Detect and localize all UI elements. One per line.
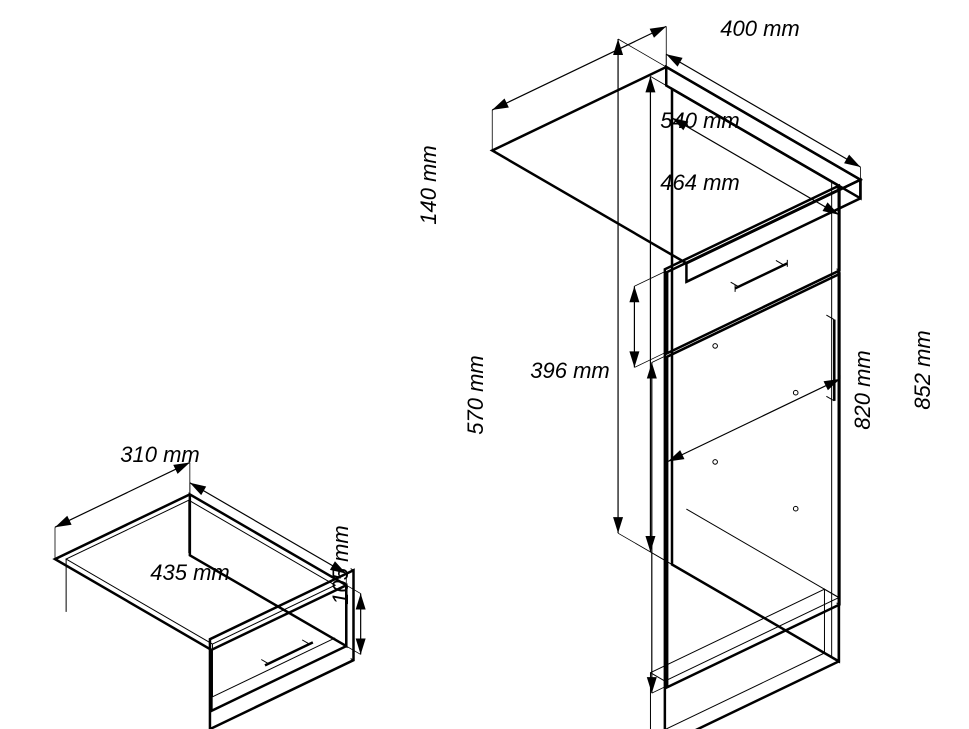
dim-drawer_h: 140 mm bbox=[416, 145, 441, 224]
dim-top_width: 400 mm bbox=[720, 16, 799, 41]
dim-box_d: 435 mm bbox=[150, 560, 229, 585]
dim-front_w: 396 mm bbox=[530, 358, 609, 383]
dim-door_h: 570 mm bbox=[463, 355, 488, 434]
dim-body_depth: 464 mm bbox=[660, 170, 739, 195]
dim-box_w: 310 mm bbox=[120, 442, 199, 467]
dim-body_h: 820 mm bbox=[850, 350, 875, 429]
dim-total_h: 852 mm bbox=[910, 330, 935, 409]
dim-top_depth: 540 mm bbox=[660, 108, 739, 133]
dim-box_h: 105 mm bbox=[328, 525, 353, 604]
